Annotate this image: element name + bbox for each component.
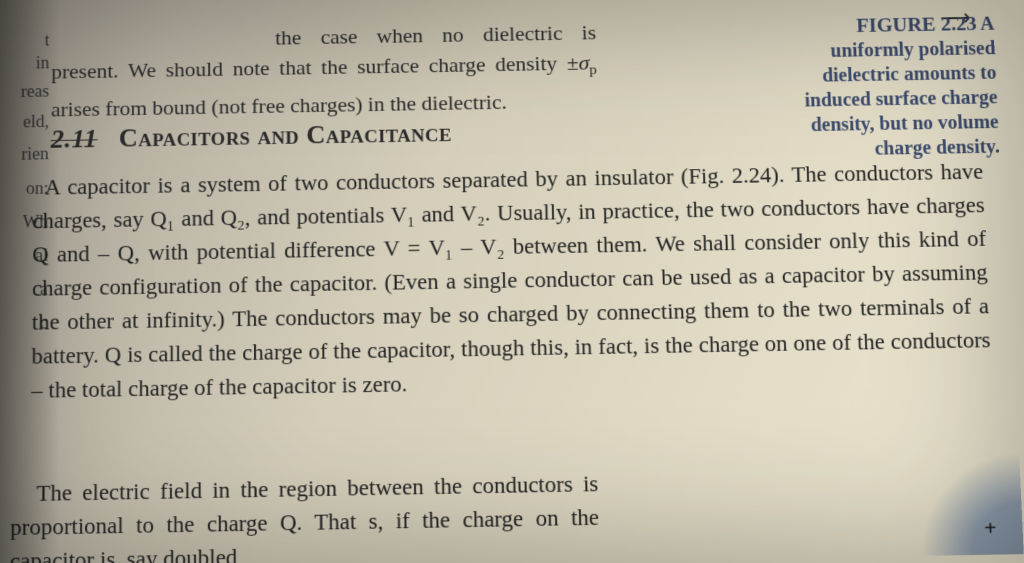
body-paragraph-1: A capacitor is a system of two conductor… <box>31 155 993 408</box>
margin-frag: rien <box>21 144 49 164</box>
body-paragraph-2: The electric field in the region between… <box>10 467 600 563</box>
intro-paragraph: the case when no dielectric is present. … <box>51 18 598 126</box>
sigma-subscript: p <box>589 62 597 78</box>
para1-text2: arises from bound (not free charges) in … <box>51 90 507 121</box>
section-heading: 2.11 Capacitors and Capacitance <box>51 118 452 154</box>
plus-icon: + <box>983 515 997 541</box>
figure-corner <box>899 436 1023 557</box>
body-text-2: The electric field in the region between… <box>10 471 599 563</box>
para1-text1: present. We should note that the surface… <box>51 51 567 83</box>
margin-frag: reas <box>21 81 49 101</box>
prev-line-fragment: the case when no dielectric is <box>275 20 596 49</box>
margin-frag: eld, <box>23 112 49 132</box>
sigma-symbol: ±σ <box>567 51 590 75</box>
margin-frag: in <box>36 53 50 73</box>
body-text-1: A capacitor is a system of two conductor… <box>31 160 991 403</box>
figure-caption: FIGURE 2.23 A uniformly polarised dielec… <box>770 11 1000 163</box>
section-number: 2.11 <box>51 124 98 153</box>
margin-frag: t <box>45 31 50 51</box>
section-title: Capacitors and Capacitance <box>119 118 452 152</box>
figure-number: FIGURE 2.23 <box>856 12 977 37</box>
textbook-page: ⟶ FIGURE 2.23 A uniformly polarised diel… <box>0 11 1024 563</box>
